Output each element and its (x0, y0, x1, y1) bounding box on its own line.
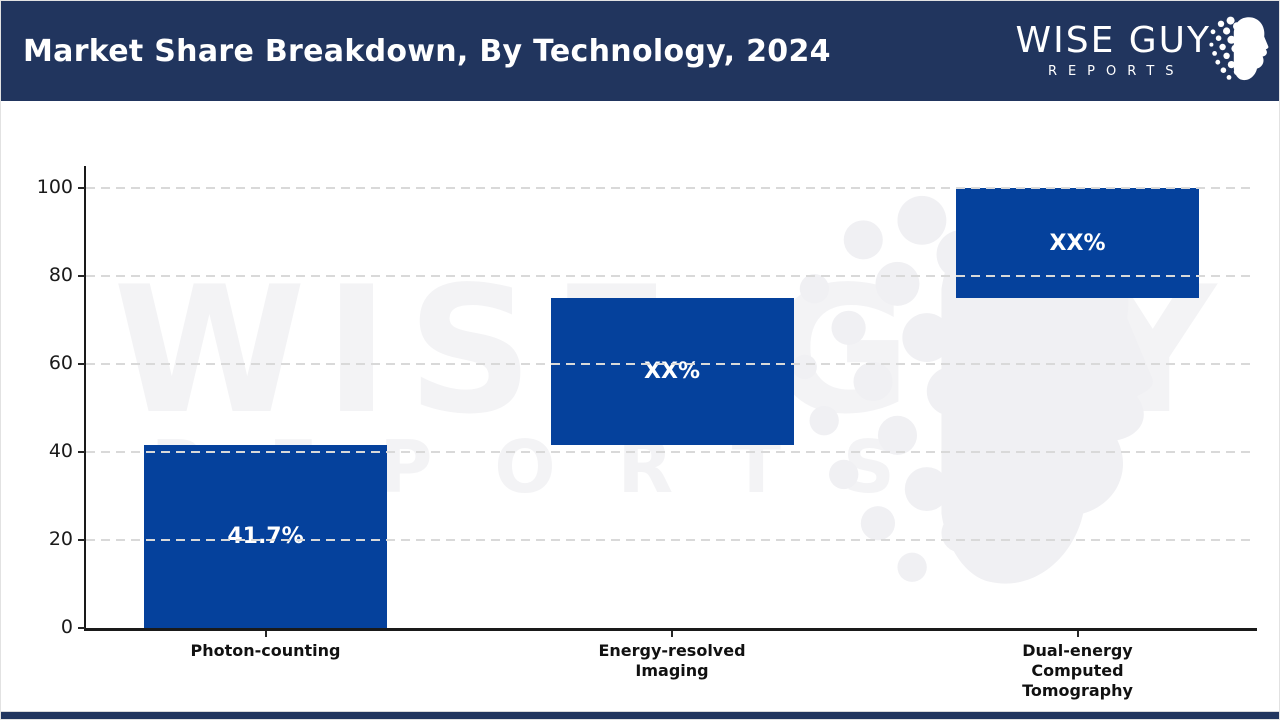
page-title: Market Share Breakdown, By Technology, 2… (23, 33, 831, 69)
y-tick-mark (78, 187, 85, 189)
y-tick-mark (78, 363, 85, 365)
gridline-100 (86, 187, 1256, 189)
x-axis-line (84, 628, 1257, 631)
y-tick-label: 80 (48, 263, 73, 286)
x-category-label: Photon-counting (190, 641, 341, 660)
y-tick-label: 20 (48, 527, 73, 550)
logo-subtitle: REPORTS (1047, 64, 1185, 79)
y-tick-mark (78, 451, 85, 453)
y-axis-line (84, 166, 86, 630)
y-tick-label: 40 (48, 439, 73, 462)
bar-value-label: 41.7% (227, 523, 304, 549)
gridline-20 (86, 539, 1256, 541)
gridline-60 (86, 363, 1256, 365)
bar-value-label: XX% (1049, 230, 1106, 256)
y-tick-mark (78, 627, 85, 629)
wise-guy-logo: WISE GUY REPORTS (1016, 10, 1270, 92)
x-category-label: Energy-resolved Imaging (598, 641, 746, 680)
gridline-80 (86, 275, 1256, 277)
x-tick-mark (1076, 631, 1079, 637)
logo-face-icon (1209, 16, 1269, 81)
x-tick-mark (264, 631, 267, 637)
bar-1: 41.7% (144, 444, 387, 628)
bar-value-label: XX% (644, 358, 700, 384)
y-tick-label: 60 (48, 351, 73, 374)
y-tick-label: 0 (60, 615, 73, 638)
bar-3: XX% (956, 188, 1199, 298)
footer-strip (1, 711, 1279, 719)
logo-text: WISE GUY REPORTS (1015, 20, 1212, 80)
y-tick-label: 100 (36, 175, 73, 198)
y-tick-mark (78, 539, 85, 541)
gridline-40 (86, 451, 1256, 453)
bar-2: XX% (550, 298, 794, 445)
header-bar: Market Share Breakdown, By Technology, 2… (1, 1, 1279, 101)
x-tick-mark (671, 631, 673, 637)
x-category-label: Dual-energy Computed Tomography (1022, 641, 1133, 700)
logo-wordmark: WISE GUY (1015, 20, 1211, 61)
y-tick-mark (78, 275, 85, 277)
